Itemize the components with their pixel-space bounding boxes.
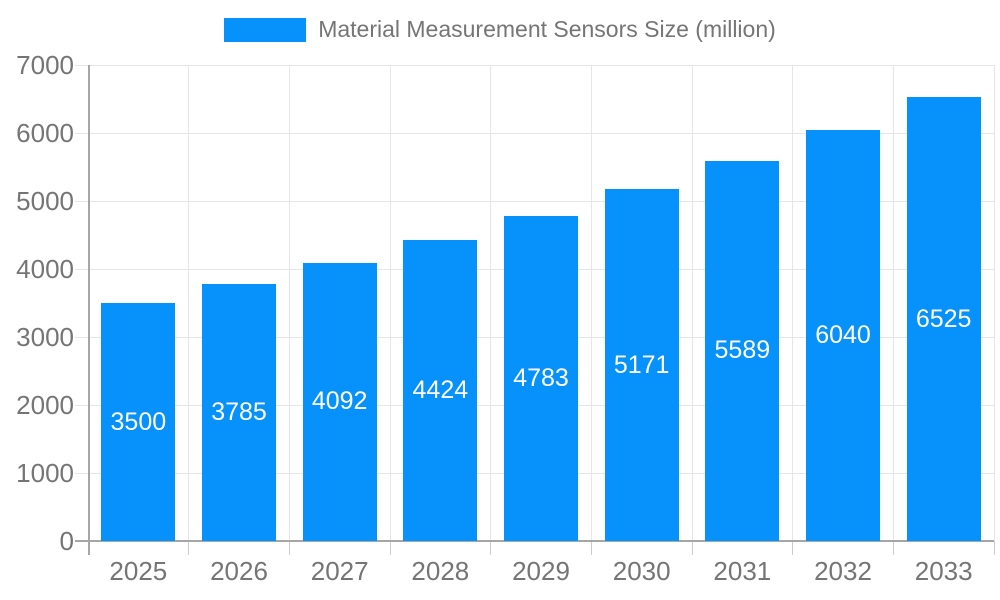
v-gridline: [792, 65, 794, 541]
x-tick-mark: [188, 541, 190, 555]
x-tick-mark: [792, 541, 794, 555]
legend-swatch-icon: [224, 17, 307, 42]
y-tick-label: 0: [59, 526, 74, 556]
bar[interactable]: 4424: [403, 240, 478, 541]
x-tick-label: 2025: [109, 556, 168, 586]
bar[interactable]: 5171: [604, 189, 679, 541]
y-tick-label: 7000: [16, 50, 74, 80]
bar[interactable]: 3785: [202, 283, 276, 541]
y-tick-label: 2000: [16, 390, 74, 420]
y-axis-line: [88, 65, 90, 555]
bar-value-label: 3500: [110, 407, 167, 436]
bar-value-label: 3785: [211, 397, 267, 426]
x-tick-mark: [590, 541, 592, 555]
bar-value-label: 4092: [311, 387, 368, 416]
bar[interactable]: 3500: [101, 303, 176, 541]
v-gridline: [590, 65, 592, 541]
h-gridline: [75, 200, 994, 202]
x-tick-mark: [691, 541, 693, 555]
bar[interactable]: 6525: [906, 97, 981, 541]
legend-label: Material Measurement Sensors Size (milli…: [318, 16, 776, 42]
v-gridline: [490, 65, 492, 541]
x-tick-label: 2030: [612, 556, 671, 586]
bar-value-label: 6525: [915, 304, 972, 333]
bar[interactable]: 4092: [302, 262, 377, 541]
x-tick-mark: [288, 541, 290, 555]
x-tick-label: 2032: [814, 556, 872, 586]
y-tick-label: 5000: [16, 186, 74, 216]
v-gridline: [389, 65, 391, 541]
x-tick-mark: [490, 541, 492, 555]
v-gridline: [288, 65, 290, 541]
x-tick-label: 2031: [713, 556, 772, 586]
bar-value-label: 5171: [613, 350, 670, 379]
bar-value-label: 6040: [815, 321, 871, 350]
x-tick-mark: [389, 541, 391, 555]
x-tick-label: 2026: [210, 556, 268, 586]
plot-area: 3500 3785 4092 4424 4783 5171 5589 6040 6525: [75, 64, 995, 555]
x-axis-baseline: [75, 540, 994, 542]
x-tick-label: 2028: [411, 556, 470, 586]
h-gridline: [75, 132, 994, 134]
x-tick-mark: [993, 541, 995, 555]
x-tick-label: 2027: [310, 556, 369, 586]
bar[interactable]: 5589: [705, 160, 780, 541]
chart-legend: Material Measurement Sensors Size (milli…: [0, 16, 1000, 43]
y-tick-label: 3000: [16, 322, 74, 352]
y-tick-label: 6000: [16, 118, 74, 148]
y-tick-label: 1000: [16, 458, 74, 488]
v-gridline: [691, 65, 693, 541]
v-gridline: [188, 65, 190, 541]
bar-value-label: 4783: [513, 363, 569, 392]
x-tick-label: 2033: [914, 556, 973, 586]
x-tick-mark: [892, 541, 894, 555]
bar[interactable]: 4783: [504, 215, 578, 541]
x-tick-label: 2029: [512, 556, 570, 586]
y-tick-label: 4000: [16, 254, 74, 284]
h-gridline: [75, 64, 994, 66]
bar-value-label: 5589: [714, 336, 771, 365]
v-gridline: [892, 65, 894, 541]
bar[interactable]: 6040: [806, 130, 880, 541]
v-gridline: [993, 65, 995, 541]
bar-value-label: 4424: [412, 376, 469, 405]
